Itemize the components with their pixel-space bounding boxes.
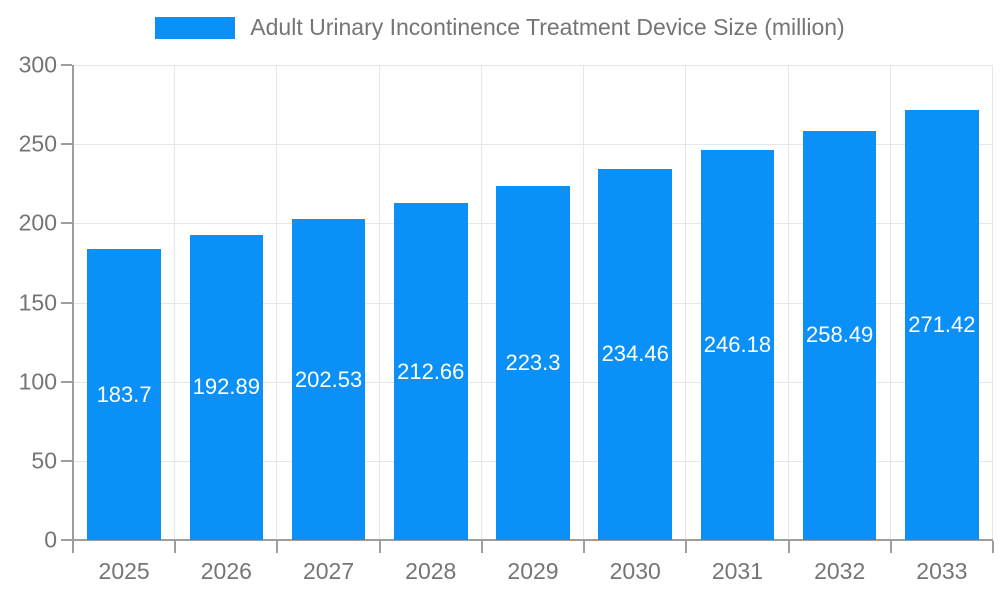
bar-value-label: 258.49: [806, 322, 874, 348]
v-gridline: [889, 65, 891, 540]
x-axis-line: [72, 539, 993, 541]
chart-legend[interactable]: Adult Urinary Incontinence Treatment Dev…: [0, 14, 1000, 41]
v-gridline: [480, 65, 482, 540]
bar-2025: 183.7: [87, 249, 161, 540]
x-axis-label: 2029: [507, 558, 559, 584]
legend-label: Adult Urinary Incontinence Treatment Dev…: [250, 14, 845, 40]
x-axis-tick: [378, 541, 381, 553]
h-gridline: [73, 65, 993, 66]
plot-area: 0 50 100 150 200 250 300 183.7 2025 192.89 2026 202…: [19, 52, 994, 584]
y-axis-line: [72, 65, 74, 540]
x-axis-tick: [889, 541, 892, 553]
h-gridline: [73, 144, 993, 146]
v-gridline: [583, 65, 585, 540]
bar-2033: 271.42: [905, 110, 979, 540]
legend-swatch: [155, 16, 236, 39]
x-axis-label: 2032: [814, 558, 866, 584]
y-axis-tick: [61, 222, 72, 225]
x-axis-label: 2026: [200, 558, 252, 584]
x-axis-label: 2027: [302, 558, 355, 584]
y-axis-label: 200: [18, 209, 57, 236]
v-gridline: [787, 65, 789, 540]
y-axis-label: 50: [31, 447, 57, 474]
y-axis-tick: [61, 301, 72, 304]
x-axis-tick: [992, 541, 994, 553]
bar-2028: 212.66: [393, 203, 468, 540]
bar-value-label: 223.3: [505, 350, 561, 376]
x-axis-tick: [787, 541, 790, 553]
v-gridline: [276, 65, 278, 540]
x-axis-label: 2031: [711, 558, 764, 584]
bar-2026: 192.89: [189, 234, 264, 540]
y-axis-label: 100: [18, 368, 57, 395]
bar-2029: 223.3: [496, 186, 570, 540]
bar-2030: 234.46: [598, 168, 673, 540]
x-axis-tick: [480, 541, 483, 553]
y-axis-tick: [61, 380, 72, 383]
bar-2027: 202.53: [291, 219, 366, 540]
bar-value-label: 202.53: [294, 366, 363, 392]
y-axis-label: 150: [18, 289, 57, 315]
x-axis-tick: [583, 541, 586, 553]
v-gridline: [378, 65, 380, 540]
x-axis-tick: [72, 541, 74, 553]
y-axis-label: 250: [18, 130, 57, 157]
x-axis-tick: [685, 541, 688, 553]
v-gridline: [685, 65, 687, 540]
bar-value-label: 234.46: [601, 341, 669, 367]
bar-value-label: 246.18: [703, 332, 772, 358]
bar-value-label: 271.42: [908, 312, 976, 338]
bar-2031: 246.18: [700, 150, 775, 540]
v-gridline: [174, 65, 176, 540]
y-axis-tick: [61, 539, 72, 541]
y-axis-label: 300: [18, 51, 57, 78]
bar-2032: 258.49: [802, 130, 877, 540]
bar-value-label: 212.66: [397, 358, 465, 384]
y-axis-tick: [61, 459, 72, 462]
y-axis-label: 0: [44, 526, 57, 553]
x-axis-label: 2030: [609, 558, 661, 584]
v-gridline: [992, 65, 993, 540]
y-axis-tick: [61, 143, 72, 146]
x-axis-label: 2025: [98, 558, 150, 584]
y-axis-tick: [61, 64, 72, 66]
bar-value-label: 183.7: [96, 381, 152, 407]
x-axis-label: 2033: [916, 558, 968, 584]
x-axis-label: 2028: [405, 558, 457, 584]
bar-value-label: 192.89: [192, 374, 260, 400]
x-axis-tick: [276, 541, 279, 553]
x-axis-tick: [174, 541, 177, 553]
